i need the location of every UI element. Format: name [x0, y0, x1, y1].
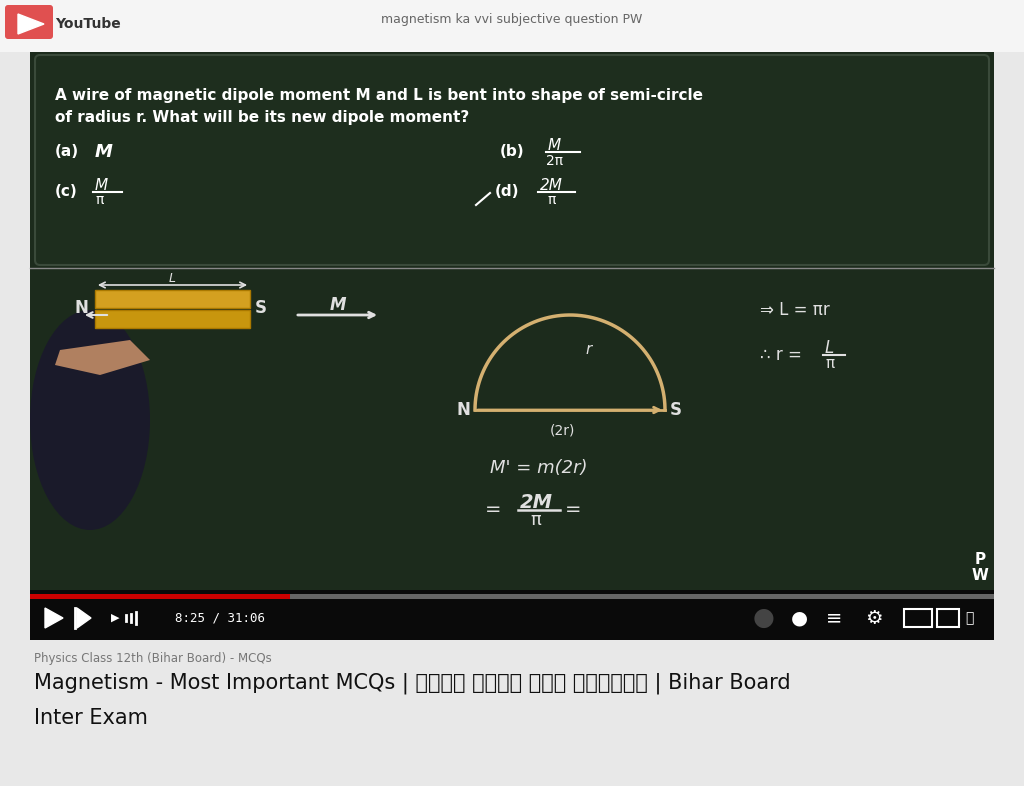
Text: magnetism ka vvi subjective question PW: magnetism ka vvi subjective question PW	[381, 13, 643, 27]
Text: M: M	[330, 296, 346, 314]
Polygon shape	[45, 608, 63, 628]
Text: N: N	[75, 299, 89, 317]
Bar	[937, 609, 959, 627]
Bar	[904, 609, 932, 627]
Text: ⬜: ⬜	[965, 611, 973, 625]
Text: (c): (c)	[55, 185, 78, 200]
Text: 2M: 2M	[520, 493, 553, 512]
Bar	[30, 594, 290, 599]
Text: (d): (d)	[495, 185, 519, 200]
Text: ⚙: ⚙	[865, 608, 883, 627]
FancyBboxPatch shape	[5, 5, 53, 39]
Text: ●: ●	[753, 606, 775, 630]
Text: π: π	[95, 193, 103, 207]
Text: Inter Exam: Inter Exam	[34, 708, 147, 728]
Text: M' = m(2r): M' = m(2r)	[490, 459, 588, 477]
Bar	[95, 290, 250, 308]
Text: L: L	[169, 271, 176, 285]
Text: ▶: ▶	[111, 613, 119, 623]
Bar	[30, 52, 994, 640]
Bar	[0, 0, 1024, 52]
Text: M: M	[548, 138, 561, 152]
Ellipse shape	[30, 310, 150, 530]
Text: π: π	[548, 193, 556, 207]
Text: ≡: ≡	[825, 608, 842, 627]
Polygon shape	[77, 608, 91, 628]
Text: A wire of magnetic dipole moment M and L is bent into shape of semi-circle
of ra: A wire of magnetic dipole moment M and L…	[55, 88, 703, 125]
Text: 8:25 / 31:06: 8:25 / 31:06	[175, 612, 265, 625]
Text: Physics Class 12th (Bihar Board) - MCQs: Physics Class 12th (Bihar Board) - MCQs	[34, 652, 271, 665]
Text: =: =	[485, 501, 502, 520]
Text: (b): (b)	[500, 145, 524, 160]
Text: (a): (a)	[55, 145, 79, 160]
Text: W: W	[972, 567, 988, 582]
Text: S: S	[670, 401, 682, 419]
Text: (2r): (2r)	[550, 423, 575, 437]
Text: ●: ●	[791, 608, 808, 627]
Bar	[30, 590, 994, 640]
Text: M: M	[95, 143, 113, 161]
Text: Magnetism - Most Important MCQs | इससे बाहर नही पूछेगा | Bihar Board: Magnetism - Most Important MCQs | इससे ब…	[34, 672, 791, 693]
Text: S: S	[255, 299, 267, 317]
Text: r: r	[585, 343, 591, 358]
Text: π: π	[825, 357, 835, 372]
Text: ⇒ L = πr: ⇒ L = πr	[760, 301, 829, 319]
Text: M: M	[95, 178, 109, 193]
Polygon shape	[18, 14, 44, 34]
Text: 2π: 2π	[546, 154, 563, 168]
FancyBboxPatch shape	[35, 55, 989, 265]
Text: YouTube: YouTube	[55, 17, 121, 31]
Bar	[30, 594, 994, 599]
Text: =: =	[565, 501, 582, 520]
Text: L: L	[825, 339, 835, 357]
Bar	[95, 310, 250, 328]
Text: N: N	[457, 401, 471, 419]
Text: P: P	[975, 553, 985, 567]
Polygon shape	[55, 340, 150, 375]
Text: 2M: 2M	[540, 178, 563, 193]
Text: ∴ r =: ∴ r =	[760, 346, 802, 364]
Text: π: π	[530, 511, 541, 529]
